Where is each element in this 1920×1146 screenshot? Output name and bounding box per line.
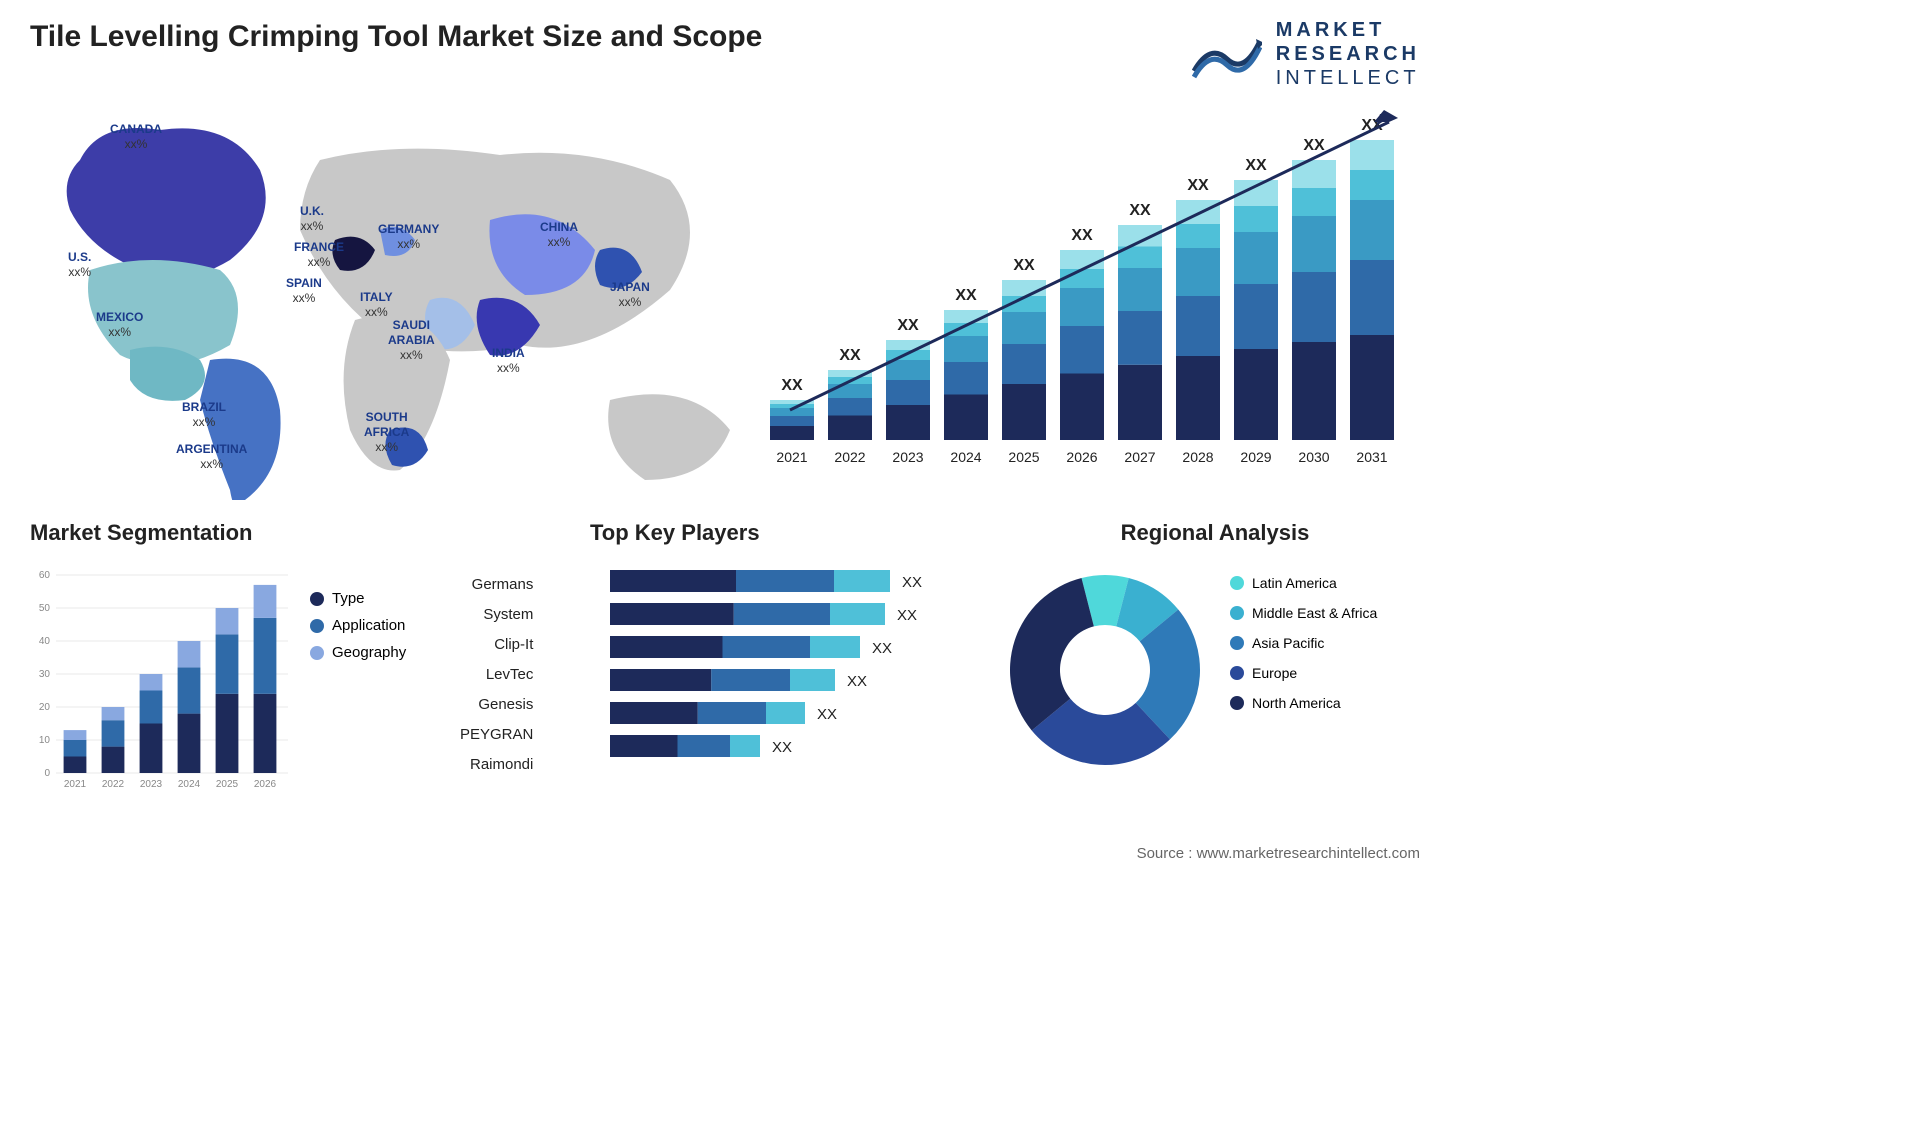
svg-text:XX: XX — [839, 347, 861, 364]
map-label: SPAINxx% — [286, 276, 322, 306]
svg-text:0: 0 — [44, 768, 50, 779]
map-label: CANADAxx% — [110, 122, 162, 152]
svg-text:2026: 2026 — [254, 779, 277, 790]
svg-text:2027: 2027 — [1124, 449, 1155, 465]
page-title: Tile Levelling Crimping Tool Market Size… — [30, 20, 762, 54]
svg-text:30: 30 — [39, 669, 51, 680]
svg-text:2023: 2023 — [140, 779, 163, 790]
map-label: SOUTHAFRICAxx% — [364, 410, 409, 455]
list-item: Clip-It — [460, 630, 533, 660]
legend-item: Latin America — [1230, 575, 1377, 591]
svg-text:2029: 2029 — [1240, 449, 1271, 465]
svg-text:XX: XX — [872, 640, 892, 657]
map-label: FRANCExx% — [294, 240, 344, 270]
svg-text:2030: 2030 — [1298, 449, 1329, 465]
list-item: Genesis — [460, 690, 533, 720]
world-map: CANADAxx% U.S.xx% MEXICOxx% BRAZILxx% ARGENT… — [30, 100, 730, 500]
legend-item: Middle East & Africa — [1230, 605, 1377, 621]
legend-item: Type — [310, 590, 406, 607]
svg-text:XX: XX — [772, 739, 792, 756]
svg-text:2024: 2024 — [178, 779, 201, 790]
svg-text:60: 60 — [39, 570, 51, 581]
legend-item: Application — [310, 617, 406, 634]
svg-text:2028: 2028 — [1182, 449, 1213, 465]
svg-text:XX: XX — [1013, 257, 1035, 274]
map-label: CHINAxx% — [540, 220, 578, 250]
svg-text:XX: XX — [1071, 227, 1093, 244]
svg-text:2021: 2021 — [776, 449, 807, 465]
map-label: ITALYxx% — [360, 290, 393, 320]
list-item: Raimondi — [460, 750, 533, 780]
svg-text:2022: 2022 — [834, 449, 865, 465]
logo-line1: MARKET — [1276, 18, 1420, 42]
svg-text:XX: XX — [817, 706, 837, 723]
segmentation-panel: Market Segmentation 0 10 20 30 40 50 60 2021 202… — [30, 520, 570, 820]
source-label: Source : www.marketresearchintellect.com — [1137, 845, 1420, 862]
growth-bar-chart: XX 2021 XX 2022 XX 2023 XX 2024 XX 2025 XX 2026 XX 20… — [760, 110, 1420, 490]
svg-text:XX: XX — [897, 607, 917, 624]
svg-text:2031: 2031 — [1356, 449, 1387, 465]
players-title: Top Key Players — [590, 520, 1010, 546]
svg-text:XX: XX — [1303, 137, 1325, 154]
svg-text:XX: XX — [1245, 157, 1267, 174]
svg-text:10: 10 — [39, 735, 51, 746]
legend-item: Europe — [1230, 665, 1377, 681]
svg-text:XX: XX — [902, 574, 922, 591]
logo-line3: INTELLECT — [1276, 66, 1420, 90]
svg-text:2026: 2026 — [1066, 449, 1097, 465]
svg-text:2025: 2025 — [216, 779, 239, 790]
svg-text:2021: 2021 — [64, 779, 87, 790]
map-label: MEXICOxx% — [96, 310, 143, 340]
regional-title: Regional Analysis — [1000, 520, 1430, 546]
list-item: System — [460, 600, 533, 630]
svg-text:XX: XX — [781, 377, 803, 394]
map-label: INDIAxx% — [492, 346, 525, 376]
svg-text:XX: XX — [1129, 202, 1151, 219]
svg-text:2025: 2025 — [1008, 449, 1039, 465]
svg-text:20: 20 — [39, 702, 51, 713]
svg-text:40: 40 — [39, 636, 51, 647]
segmentation-legend: Type Application Geography — [310, 590, 406, 671]
regional-legend: Latin America Middle East & Africa Asia Pa… — [1230, 575, 1377, 725]
legend-item: Asia Pacific — [1230, 635, 1377, 651]
map-label: U.S.xx% — [68, 250, 91, 280]
segmentation-company-list: GermansSystemClip-ItLevTecGenesisPEYGRAN… — [460, 570, 533, 780]
list-item: LevTec — [460, 660, 533, 690]
key-players-panel: Top Key Players XX XX XX XX XX XX — [590, 520, 1010, 820]
map-label: U.K.xx% — [300, 204, 324, 234]
legend-item: Geography — [310, 644, 406, 661]
logo-mark-icon — [1192, 29, 1262, 79]
map-label: SAUDIARABIAxx% — [388, 318, 435, 363]
legend-item: North America — [1230, 695, 1377, 711]
map-label: GERMANYxx% — [378, 222, 439, 252]
svg-text:2022: 2022 — [102, 779, 125, 790]
svg-text:XX: XX — [955, 287, 977, 304]
map-label: ARGENTINAxx% — [176, 442, 247, 472]
brand-logo: MARKET RESEARCH INTELLECT — [1192, 18, 1420, 90]
regional-analysis-panel: Regional Analysis Latin America Middle Ea… — [1000, 520, 1430, 820]
logo-line2: RESEARCH — [1276, 42, 1420, 66]
svg-text:XX: XX — [897, 317, 919, 334]
svg-text:XX: XX — [847, 673, 867, 690]
svg-text:XX: XX — [1187, 177, 1209, 194]
svg-text:2024: 2024 — [950, 449, 981, 465]
list-item: Germans — [460, 570, 533, 600]
svg-text:2023: 2023 — [892, 449, 923, 465]
svg-text:50: 50 — [39, 603, 51, 614]
list-item: PEYGRAN — [460, 720, 533, 750]
segmentation-title: Market Segmentation — [30, 520, 570, 546]
map-label: BRAZILxx% — [182, 400, 226, 430]
map-label: JAPANxx% — [610, 280, 650, 310]
